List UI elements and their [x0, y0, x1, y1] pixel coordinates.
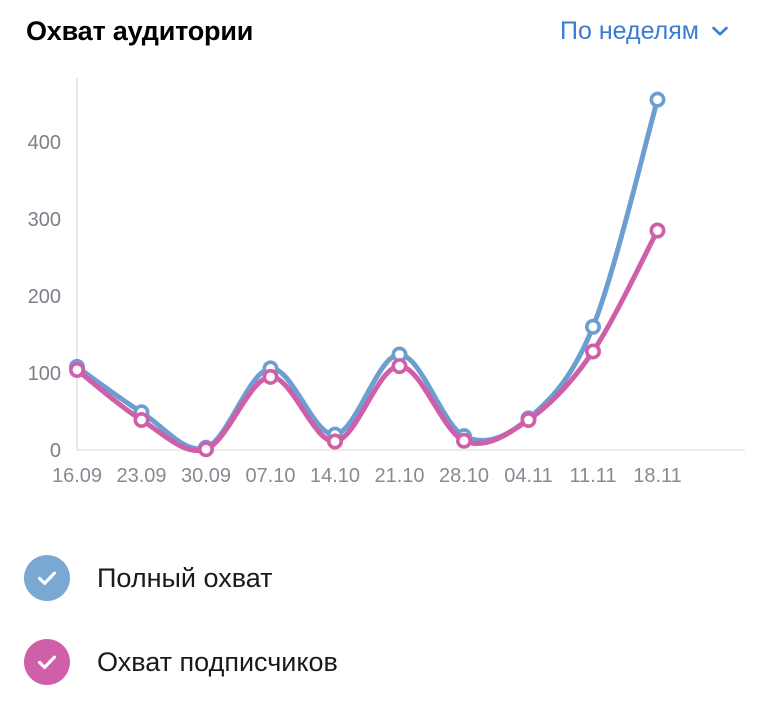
data-point[interactable]	[391, 358, 408, 375]
reach-line-chart: 0 100 200 300 400 16.09 23.09 30.09 07.10 14.10 21…	[0, 62, 757, 510]
x-tick-label: 23.09	[116, 465, 166, 487]
y-tick-label: 300	[28, 209, 61, 231]
x-tick-label: 28.10	[439, 465, 489, 487]
chart-legend: Полный охват Охват подписчиков	[0, 536, 757, 704]
x-tick-label: 07.10	[245, 465, 295, 487]
data-point[interactable]	[649, 91, 666, 108]
legend-item-full-reach[interactable]: Полный охват	[0, 536, 757, 620]
data-point[interactable]	[455, 432, 472, 449]
y-tick-label: 400	[28, 132, 61, 154]
data-point[interactable]	[326, 433, 343, 450]
chart-canvas: 0 100 200 300 400 16.09 23.09 30.09 07.10 14.10 21…	[28, 78, 745, 487]
period-selector-label: По неделям	[560, 16, 699, 45]
data-point[interactable]	[584, 318, 601, 335]
chart-axes	[76, 78, 745, 451]
x-tick-label: 30.09	[181, 465, 231, 487]
y-tick-label: 200	[28, 286, 61, 308]
legend-item-label: Полный охват	[97, 562, 273, 593]
chart-series-subscriber-reach	[69, 222, 666, 458]
check-icon	[24, 639, 70, 685]
data-point[interactable]	[198, 441, 215, 458]
x-tick-label: 16.09	[52, 465, 102, 487]
y-axis-ticks: 0 100 200 300 400	[28, 132, 61, 462]
x-tick-label: 14.10	[310, 465, 360, 487]
data-point[interactable]	[649, 222, 666, 239]
x-tick-label: 11.11	[569, 465, 616, 487]
chevron-down-icon	[709, 20, 731, 42]
legend-item-label: Охват подписчиков	[97, 646, 338, 677]
data-point[interactable]	[520, 411, 537, 428]
legend-item-subscriber-reach[interactable]: Охват подписчиков	[0, 620, 757, 704]
card-header: Охват аудитории По неделям	[0, 0, 757, 62]
series-line	[74, 228, 660, 454]
data-point[interactable]	[584, 343, 601, 360]
x-tick-label: 04.11	[504, 465, 553, 487]
page-title: Охват аудитории	[26, 15, 254, 46]
period-selector[interactable]: По неделям	[560, 17, 731, 46]
y-tick-label: 0	[50, 440, 61, 462]
x-tick-label: 18.11	[633, 465, 682, 487]
data-point[interactable]	[262, 368, 279, 385]
data-point[interactable]	[133, 411, 150, 428]
x-tick-label: 21.10	[374, 465, 424, 487]
data-point[interactable]	[69, 361, 86, 378]
series-line	[74, 97, 660, 452]
check-icon	[24, 555, 70, 601]
x-axis-ticks: 16.09 23.09 30.09 07.10 14.10 21.10 28.10 04.11…	[52, 465, 682, 487]
y-tick-label: 100	[28, 363, 61, 385]
